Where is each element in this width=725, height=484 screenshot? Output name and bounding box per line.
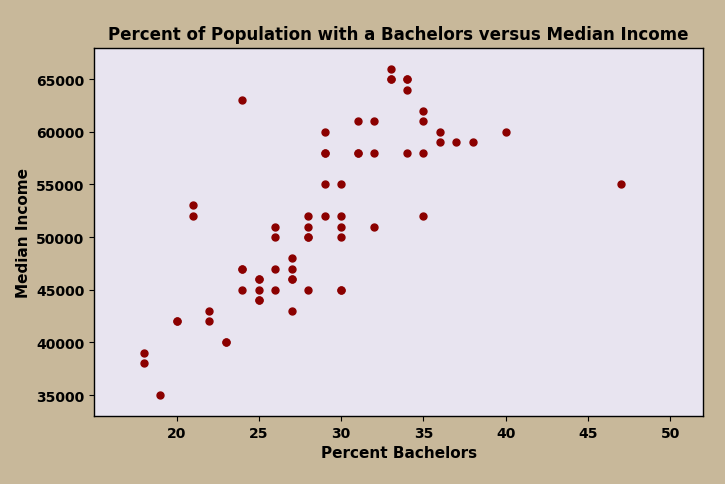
Point bbox=[154, 392, 166, 399]
Point bbox=[253, 276, 265, 284]
Point bbox=[220, 339, 232, 347]
Point bbox=[319, 129, 331, 136]
Point bbox=[352, 150, 363, 157]
Point bbox=[319, 212, 331, 220]
Point bbox=[270, 234, 281, 242]
Point bbox=[319, 150, 331, 157]
Point bbox=[352, 150, 363, 157]
Point bbox=[401, 87, 413, 94]
Point bbox=[385, 76, 397, 84]
Point bbox=[253, 297, 265, 304]
Point bbox=[418, 150, 429, 157]
Point bbox=[187, 212, 199, 220]
Point bbox=[187, 202, 199, 210]
Point bbox=[286, 265, 297, 273]
Point bbox=[236, 265, 248, 273]
Point bbox=[401, 76, 413, 84]
Point bbox=[204, 307, 215, 315]
Point bbox=[418, 118, 429, 126]
Point bbox=[352, 118, 363, 126]
Point bbox=[302, 286, 314, 294]
Point bbox=[418, 107, 429, 115]
Point bbox=[236, 97, 248, 105]
Point bbox=[615, 181, 626, 189]
X-axis label: Percent Bachelors: Percent Bachelors bbox=[320, 445, 477, 460]
Point bbox=[336, 212, 347, 220]
Point bbox=[220, 339, 232, 347]
Point bbox=[270, 286, 281, 294]
Point bbox=[286, 307, 297, 315]
Point bbox=[253, 297, 265, 304]
Point bbox=[336, 286, 347, 294]
Point bbox=[385, 76, 397, 84]
Point bbox=[368, 118, 380, 126]
Point bbox=[385, 65, 397, 73]
Point bbox=[401, 150, 413, 157]
Point bbox=[286, 255, 297, 262]
Point bbox=[171, 318, 183, 326]
Point bbox=[336, 286, 347, 294]
Point bbox=[236, 265, 248, 273]
Point bbox=[434, 139, 446, 147]
Point bbox=[302, 234, 314, 242]
Point bbox=[319, 150, 331, 157]
Point bbox=[302, 223, 314, 231]
Point bbox=[236, 286, 248, 294]
Point bbox=[138, 349, 149, 357]
Point bbox=[500, 129, 512, 136]
Y-axis label: Median Income: Median Income bbox=[16, 167, 30, 297]
Point bbox=[253, 286, 265, 294]
Point bbox=[336, 223, 347, 231]
Point bbox=[270, 265, 281, 273]
Title: Percent of Population with a Bachelors versus Median Income: Percent of Population with a Bachelors v… bbox=[109, 26, 689, 44]
Point bbox=[434, 129, 446, 136]
Point bbox=[253, 276, 265, 284]
Point bbox=[336, 181, 347, 189]
Point bbox=[270, 223, 281, 231]
Point bbox=[418, 212, 429, 220]
Point bbox=[368, 150, 380, 157]
Point bbox=[450, 139, 462, 147]
Point bbox=[302, 212, 314, 220]
Point bbox=[204, 318, 215, 326]
Point bbox=[171, 318, 183, 326]
Point bbox=[302, 234, 314, 242]
Point bbox=[319, 181, 331, 189]
Point bbox=[368, 223, 380, 231]
Point bbox=[138, 360, 149, 367]
Point bbox=[336, 234, 347, 242]
Point bbox=[286, 276, 297, 284]
Point bbox=[467, 139, 479, 147]
Point bbox=[286, 276, 297, 284]
Point bbox=[401, 76, 413, 84]
